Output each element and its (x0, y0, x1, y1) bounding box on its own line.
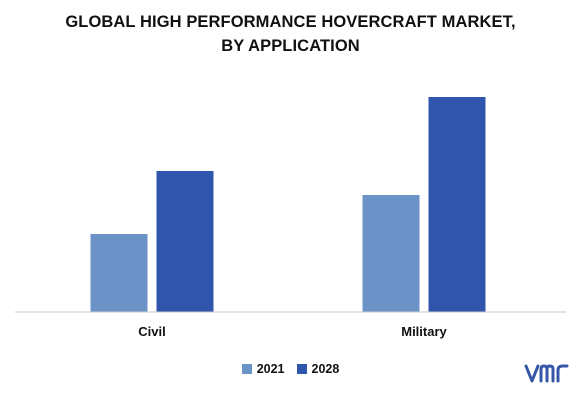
bars-group (90, 97, 486, 312)
bar-military-2028 (428, 97, 486, 312)
bar-military-2021 (362, 195, 420, 312)
legend-swatch-2021 (241, 364, 252, 374)
legend-item-2021: 2021 (241, 362, 285, 376)
legend-item-2028: 2028 (296, 362, 340, 376)
x-tick-label-military: Military (401, 324, 447, 339)
vmr-logo-icon (524, 364, 569, 383)
x-tick-labels: Civil Military (138, 324, 447, 339)
legend-label-2028: 2028 (311, 362, 340, 376)
chart-title-line-2: BY APPLICATION (221, 37, 360, 55)
chart-title: GLOBAL HIGH PERFORMANCE HOVERCRAFT MARKE… (0, 10, 581, 58)
legend-label-2021: 2021 (256, 362, 285, 376)
legend: 2021 2028 (0, 362, 581, 376)
x-tick-label-civil: Civil (138, 324, 165, 339)
bar-civil-2028 (156, 171, 214, 312)
bar-civil-2021 (90, 234, 148, 312)
chart-title-line-1: GLOBAL HIGH PERFORMANCE HOVERCRAFT MARKE… (65, 13, 516, 31)
legend-swatch-2028 (296, 364, 307, 374)
